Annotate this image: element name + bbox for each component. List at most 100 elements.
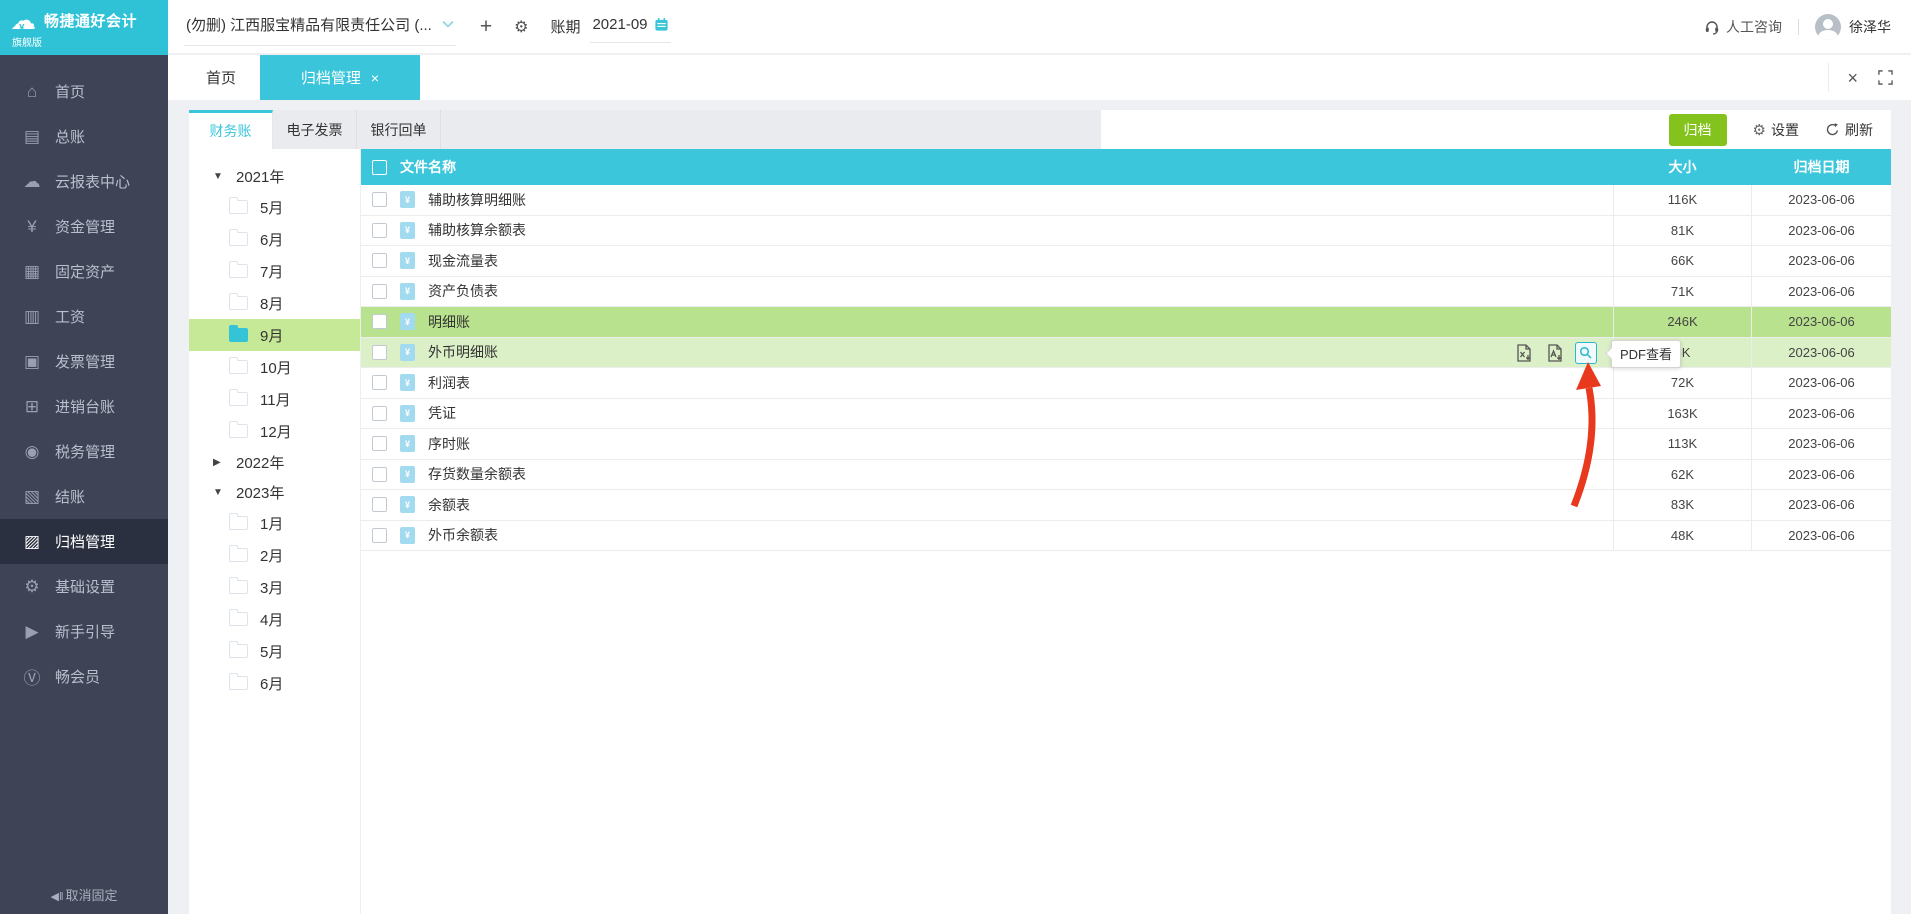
sidebar-item-fixed-assets[interactable]: ▦ 固定资产 (23, 261, 116, 282)
tree-month[interactable]: 3月 (189, 571, 360, 603)
user-avatar[interactable] (1815, 13, 1841, 40)
sidebar-item-funds[interactable]: ¥ 资金管理 (0, 204, 168, 249)
close-all-tabs-icon[interactable]: × (1847, 67, 1858, 88)
unpin-sidebar-button[interactable]: ◀‖ 取消固定 (50, 888, 118, 903)
table-row[interactable]: ¥ 利润表 72K 2023-06-06 (361, 368, 1891, 399)
row-checkbox[interactable] (372, 222, 387, 238)
archive-button[interactable]: 归档 (1668, 113, 1727, 146)
tree-month[interactable]: 4月 (189, 603, 360, 635)
sidebar-item-guide[interactable]: ▶ 新手引导 (0, 609, 168, 654)
excel-download-icon[interactable] (1513, 342, 1535, 364)
money-icon: ¥ (27, 216, 37, 236)
sidebar-item-tax[interactable]: ◉ 税务管理 (0, 429, 168, 474)
sidebar-item-archive[interactable]: ▨ 归档管理 (0, 519, 168, 564)
file-doc-icon: ¥ (400, 343, 415, 361)
chevron-down-icon (442, 20, 454, 28)
tree-month[interactable]: 1月 (189, 507, 360, 539)
live-support-link[interactable]: 人工咨询 (1704, 17, 1782, 37)
company-selector[interactable]: (勿删) 江西服宝精品有限责任公司 (... (184, 8, 456, 46)
topbar: (勿删) 江西服宝精品有限责任公司 (... + ⚙ 账期 2021-09 人工… (168, 0, 1911, 54)
tree-year-2022[interactable]: ▶ 2022年 (213, 454, 285, 472)
tree-year-2023[interactable]: ▼ 2023年 (213, 484, 285, 502)
row-checkbox[interactable] (372, 466, 387, 482)
caret-down-icon[interactable]: ▼ (213, 170, 223, 182)
select-all-checkbox[interactable] (372, 159, 387, 175)
brand-subtitle: 旗舰版 (12, 38, 42, 49)
table-row[interactable]: ¥ 外币余额表 48K 2023-06-06 (361, 520, 1891, 551)
table-row[interactable]: ¥ 余额表 83K 2023-06-06 (361, 490, 1891, 521)
tree-month[interactable]: 5月 (189, 635, 360, 667)
tree-month[interactable]: 8月 (189, 287, 360, 319)
tree-month[interactable]: 11月 (189, 383, 360, 415)
folder-icon (229, 513, 248, 530)
sidebar-item-general-ledger[interactable]: ▤ 总账 (23, 126, 86, 147)
tree-month[interactable]: 2月 (189, 539, 360, 571)
account-settings-gear-icon[interactable]: ⚙ (514, 18, 529, 36)
tree-month[interactable]: 6月 (189, 667, 360, 699)
subtab-bank-receipt[interactable]: 银行回单 (357, 110, 441, 149)
row-checkbox[interactable] (372, 314, 387, 330)
caret-right-icon[interactable]: ▶ (213, 456, 221, 468)
row-checkbox[interactable] (372, 344, 387, 360)
row-checkbox[interactable] (372, 436, 387, 452)
pdf-view-icon[interactable] (1575, 341, 1597, 364)
pdf-view-tooltip: PDF查看 (1611, 339, 1682, 368)
row-checkbox[interactable] (372, 497, 387, 513)
settings-button[interactable]: ⚙ 设置 (1752, 121, 1799, 139)
username[interactable]: 徐泽华 (1849, 18, 1891, 35)
fullscreen-icon[interactable] (1878, 70, 1893, 85)
row-checkbox[interactable] (372, 283, 387, 299)
period-tree: ▼ 2021年 5月 6月 7月 8月 9月 10月 11月 12月 ▶ 2022年… (189, 149, 361, 914)
table-row-hovered[interactable]: ¥ 外币明细账 5K 2023-06-06 PDF查 (361, 337, 1891, 368)
row-checkbox[interactable] (372, 405, 387, 421)
tree-month[interactable]: 6月 (189, 223, 360, 255)
sidebar-item-payroll[interactable]: ▥ 工资 (23, 306, 86, 327)
table-row[interactable]: ¥ 现金流量表 66K 2023-06-06 (361, 246, 1891, 277)
file-doc-icon: ¥ (400, 252, 415, 270)
file-doc-icon: ¥ (400, 191, 415, 209)
subtab-e-invoice[interactable]: 电子发票 (273, 110, 357, 149)
period-label: 账期 (550, 19, 581, 36)
sidebar-item-settings[interactable]: ⚙ 基础设置 (0, 564, 168, 609)
subtab-finance-books[interactable]: 财务账 (189, 110, 273, 149)
table-row[interactable]: ¥ 辅助核算明细账 116K 2023-06-06 (361, 185, 1891, 216)
caret-down-icon[interactable]: ▼ (213, 486, 223, 498)
pdf-download-icon[interactable] (1544, 342, 1566, 364)
ledger-book-icon: ⊞ (24, 396, 40, 416)
cloud-report-icon: ☁ (23, 171, 41, 191)
tree-month[interactable]: 10月 (189, 351, 360, 383)
sidebar-item-home[interactable]: ⌂ 首页 (0, 69, 168, 114)
refresh-button[interactable]: 刷新 (1825, 120, 1873, 140)
add-account-button[interactable]: + (479, 15, 493, 38)
sidebar-item-closing[interactable]: ▧ 结账 (23, 486, 86, 507)
table-row[interactable]: ¥ 资产负债表 71K 2023-06-06 (361, 276, 1891, 307)
sidebar-item-cloud-report[interactable]: ☁ 云报表中心 (23, 171, 131, 192)
table-row[interactable]: ¥ 存货数量余额表 62K 2023-06-06 (361, 459, 1891, 490)
sidebar-item-membership[interactable]: Ⓥ 畅会员 (0, 654, 168, 699)
row-checkbox[interactable] (372, 527, 387, 543)
tree-month-selected[interactable]: 9月 (189, 319, 360, 351)
row-checkbox[interactable] (372, 192, 387, 208)
tab-archive-management[interactable]: 归档管理 × (260, 55, 420, 100)
tax-icon: ◉ (24, 441, 40, 461)
tree-month[interactable]: 5月 (189, 191, 360, 223)
tree-year-2021[interactable]: ▼ 2021年 (213, 168, 285, 186)
sidebar-item-invoice[interactable]: ▣ 发票管理 (23, 351, 116, 372)
tree-month[interactable]: 12月 (189, 415, 360, 447)
folder-icon (229, 421, 248, 438)
row-checkbox[interactable] (372, 375, 387, 391)
close-tab-icon[interactable]: × (370, 69, 380, 86)
period-selector[interactable]: 2021-09 (590, 10, 671, 43)
row-checkbox[interactable] (372, 253, 387, 269)
sidebar-item-purchase-sales[interactable]: ⊞ 进销台账 (0, 384, 168, 429)
archive-panel: 财务账 电子发票 银行回单 归档 ⚙ 设置 刷新 ▼ 2021年 5月 6月 7月 … (189, 110, 1891, 914)
sidebar-menu: ⌂ 首页 ▤ 总账 ☁ 云报表中心 ¥ 资金管理 ▦ 固定资产 ▥ 工资 ▣ 发票管理 ⊞ 进销… (0, 55, 168, 699)
table-row[interactable]: ¥ 序时账 113K 2023-06-06 (361, 429, 1891, 460)
tab-home[interactable]: 首页 (205, 70, 236, 87)
cloud-logo-icon: ☁ ¥ (10, 5, 36, 35)
table-row-selected[interactable]: ¥ 明细账 246K 2023-06-06 (361, 307, 1891, 338)
table-row[interactable]: ¥ 凭证 163K 2023-06-06 (361, 398, 1891, 429)
tree-month[interactable]: 7月 (189, 255, 360, 287)
table-row[interactable]: ¥ 辅助核算余额表 81K 2023-06-06 (361, 215, 1891, 246)
